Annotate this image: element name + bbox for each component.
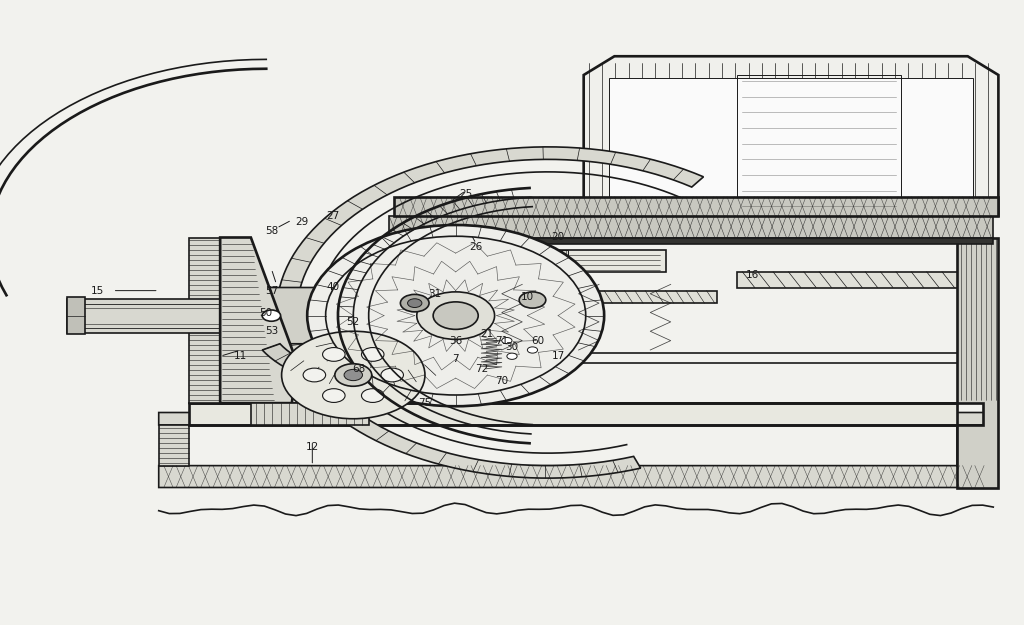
Circle shape xyxy=(344,369,362,381)
Text: 26: 26 xyxy=(470,242,482,252)
Text: 72: 72 xyxy=(475,364,487,374)
Polygon shape xyxy=(957,425,988,466)
Circle shape xyxy=(502,338,512,344)
Polygon shape xyxy=(737,272,957,288)
Polygon shape xyxy=(67,297,85,334)
Text: 30: 30 xyxy=(506,342,518,352)
Polygon shape xyxy=(456,334,548,372)
Circle shape xyxy=(361,348,384,361)
Circle shape xyxy=(433,302,478,329)
Circle shape xyxy=(507,353,517,359)
Text: 58: 58 xyxy=(265,226,278,236)
Text: 75: 75 xyxy=(419,398,431,408)
Circle shape xyxy=(417,292,495,339)
Polygon shape xyxy=(159,466,993,488)
Text: 15: 15 xyxy=(91,286,103,296)
Polygon shape xyxy=(276,147,703,478)
Circle shape xyxy=(527,347,538,353)
Polygon shape xyxy=(67,299,220,332)
Text: 50: 50 xyxy=(260,308,272,318)
Polygon shape xyxy=(512,250,666,272)
Polygon shape xyxy=(220,238,297,403)
Polygon shape xyxy=(548,250,568,272)
Polygon shape xyxy=(159,425,189,466)
Text: 53: 53 xyxy=(265,326,278,336)
Text: 20: 20 xyxy=(552,232,564,242)
Text: 25: 25 xyxy=(460,189,472,199)
Circle shape xyxy=(519,292,546,308)
Circle shape xyxy=(307,225,604,406)
Circle shape xyxy=(323,348,345,361)
Text: 27: 27 xyxy=(327,211,339,221)
Circle shape xyxy=(408,299,422,308)
Polygon shape xyxy=(261,288,328,344)
Text: 12: 12 xyxy=(306,442,318,452)
Circle shape xyxy=(335,364,372,386)
Text: 7: 7 xyxy=(453,354,459,364)
Text: 17: 17 xyxy=(552,351,564,361)
Circle shape xyxy=(303,368,326,382)
Polygon shape xyxy=(189,403,957,425)
Text: 10: 10 xyxy=(521,292,534,302)
Text: 71: 71 xyxy=(496,336,508,346)
Text: 36: 36 xyxy=(450,336,462,346)
Text: 21: 21 xyxy=(480,329,493,339)
Polygon shape xyxy=(584,56,998,216)
Polygon shape xyxy=(957,238,998,488)
Text: 16: 16 xyxy=(746,270,759,280)
Text: 68: 68 xyxy=(352,364,365,374)
Text: 40: 40 xyxy=(327,282,339,292)
Text: 57: 57 xyxy=(265,286,278,296)
Circle shape xyxy=(400,294,429,312)
Circle shape xyxy=(282,331,425,419)
Polygon shape xyxy=(389,238,993,244)
Circle shape xyxy=(262,310,281,321)
Polygon shape xyxy=(389,216,993,238)
Polygon shape xyxy=(220,301,317,331)
Polygon shape xyxy=(159,412,993,425)
Polygon shape xyxy=(609,78,973,209)
Circle shape xyxy=(323,389,345,402)
Circle shape xyxy=(381,368,403,382)
Polygon shape xyxy=(548,291,717,303)
Text: 29: 29 xyxy=(296,217,308,227)
Circle shape xyxy=(361,389,384,402)
Polygon shape xyxy=(251,403,369,425)
Text: 70: 70 xyxy=(496,376,508,386)
Text: 60: 60 xyxy=(531,336,544,346)
Polygon shape xyxy=(394,197,998,216)
Polygon shape xyxy=(262,344,447,388)
Text: 11: 11 xyxy=(234,351,247,361)
Polygon shape xyxy=(189,238,220,403)
Text: 52: 52 xyxy=(347,317,359,327)
Text: 31: 31 xyxy=(429,289,441,299)
